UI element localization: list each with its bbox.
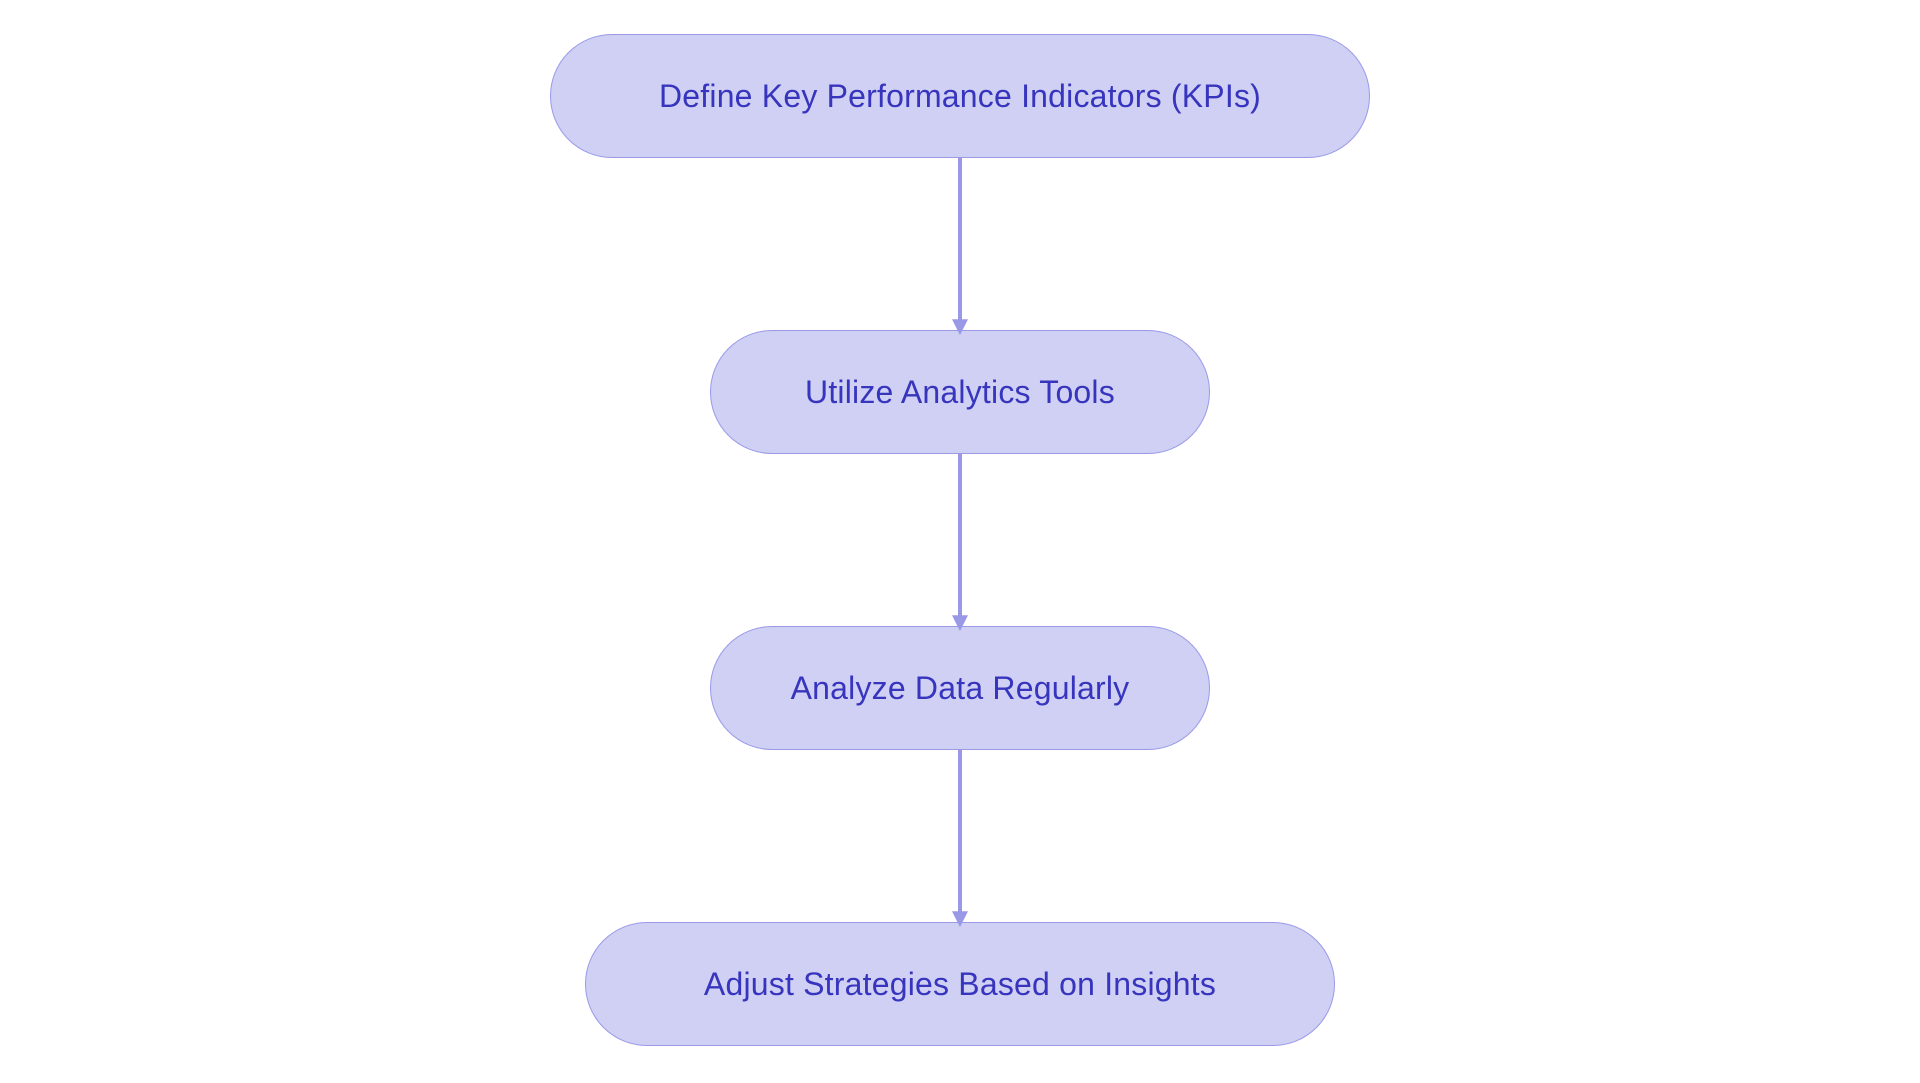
- flow-node-utilize-analytics: Utilize Analytics Tools: [710, 330, 1210, 454]
- flow-node-define-kpis: Define Key Performance Indicators (KPIs): [550, 34, 1370, 158]
- flow-node-label: Utilize Analytics Tools: [805, 374, 1115, 411]
- flow-edges: [0, 0, 1920, 1083]
- flow-node-label: Define Key Performance Indicators (KPIs): [659, 78, 1261, 115]
- flowchart-canvas: Define Key Performance Indicators (KPIs)…: [0, 0, 1920, 1083]
- flow-node-adjust-strategies: Adjust Strategies Based on Insights: [585, 922, 1335, 1046]
- flow-node-label: Analyze Data Regularly: [791, 670, 1130, 707]
- flow-node-label: Adjust Strategies Based on Insights: [704, 966, 1216, 1003]
- flow-node-analyze-data: Analyze Data Regularly: [710, 626, 1210, 750]
